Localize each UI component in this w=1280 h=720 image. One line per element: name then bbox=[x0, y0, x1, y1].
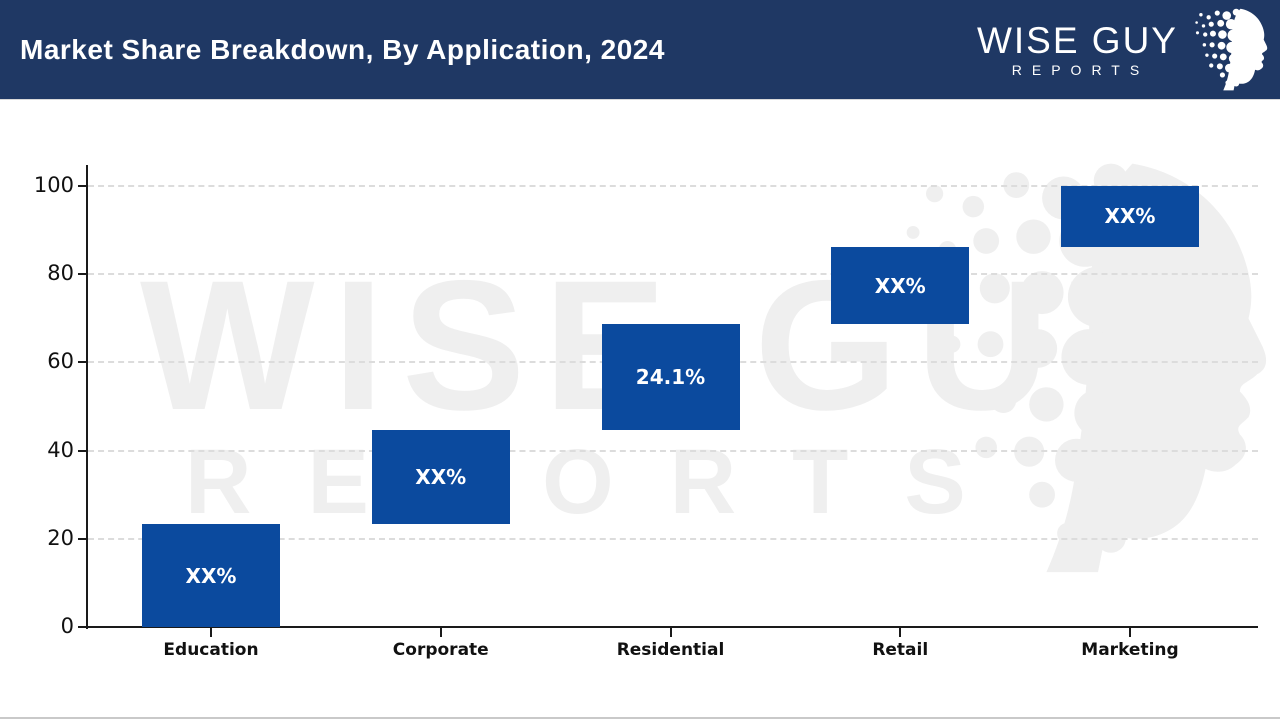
bar-value-label-residential: 24.1% bbox=[635, 365, 706, 390]
gridline-20 bbox=[88, 537, 1258, 540]
bar-marketing: XX% bbox=[1061, 186, 1199, 247]
x-tick-residential bbox=[669, 628, 672, 637]
y-tick-60 bbox=[78, 361, 87, 364]
x-category-label-marketing: Marketing bbox=[1081, 640, 1179, 660]
bar-value-label-corporate: XX% bbox=[415, 465, 467, 490]
y-tick-label-20: 20 bbox=[47, 525, 74, 550]
dotted-head-logo-icon bbox=[1195, 8, 1268, 91]
y-tick-100 bbox=[78, 185, 87, 187]
y-tick-label-40: 40 bbox=[47, 437, 74, 462]
logo-wordmark: WISE GUY bbox=[976, 19, 1178, 61]
x-tick-retail bbox=[899, 628, 902, 637]
y-tick-40 bbox=[78, 449, 87, 452]
watermark-subtitle: REPORTS bbox=[185, 431, 1022, 533]
bar-corporate: XX% bbox=[371, 430, 510, 525]
gridline-40 bbox=[88, 449, 1258, 452]
y-tick-0 bbox=[78, 626, 87, 628]
page-title: Market Share Breakdown, By Application, … bbox=[20, 34, 665, 65]
bar-education: XX% bbox=[142, 524, 280, 627]
logo-text: WISE GUY REPORTS bbox=[976, 19, 1178, 79]
y-tick-80 bbox=[78, 273, 87, 276]
y-tick-label-80: 80 bbox=[47, 261, 74, 286]
bar-value-label-retail: XX% bbox=[874, 273, 926, 298]
x-category-label-corporate: Corporate bbox=[392, 640, 489, 660]
x-category-label-education: Education bbox=[163, 640, 259, 660]
bar-value-label-marketing: XX% bbox=[1104, 204, 1156, 229]
header-bar: Market Share Breakdown, By Application, … bbox=[0, 0, 1280, 100]
y-axis-spine bbox=[86, 165, 88, 629]
x-tick-marketing bbox=[1129, 628, 1131, 637]
bar-residential: 24.1% bbox=[601, 324, 740, 431]
gridline-80 bbox=[88, 273, 1258, 276]
y-tick-label-60: 60 bbox=[47, 349, 74, 374]
y-tick-20 bbox=[78, 537, 87, 540]
x-category-label-retail: Retail bbox=[872, 640, 929, 660]
chart-plot-area: 0 20 40 60 80 100 XX% Education XX% Corporate 24.1… bbox=[0, 100, 1280, 720]
wise-guy-reports-logo: WISE GUY REPORTS bbox=[977, 4, 1268, 96]
bottom-border-line bbox=[0, 717, 1280, 719]
x-tick-corporate bbox=[439, 628, 442, 637]
y-tick-label-100: 100 bbox=[33, 173, 74, 197]
x-tick-education bbox=[210, 628, 212, 637]
x-axis-spine bbox=[86, 626, 1258, 628]
bar-retail: XX% bbox=[831, 247, 970, 325]
logo-subtitle: REPORTS bbox=[1011, 62, 1150, 79]
gridline-100 bbox=[88, 185, 1258, 187]
y-tick-label-0: 0 bbox=[60, 614, 74, 638]
bar-value-label-education: XX% bbox=[185, 563, 237, 588]
x-category-label-residential: Residential bbox=[616, 640, 725, 660]
